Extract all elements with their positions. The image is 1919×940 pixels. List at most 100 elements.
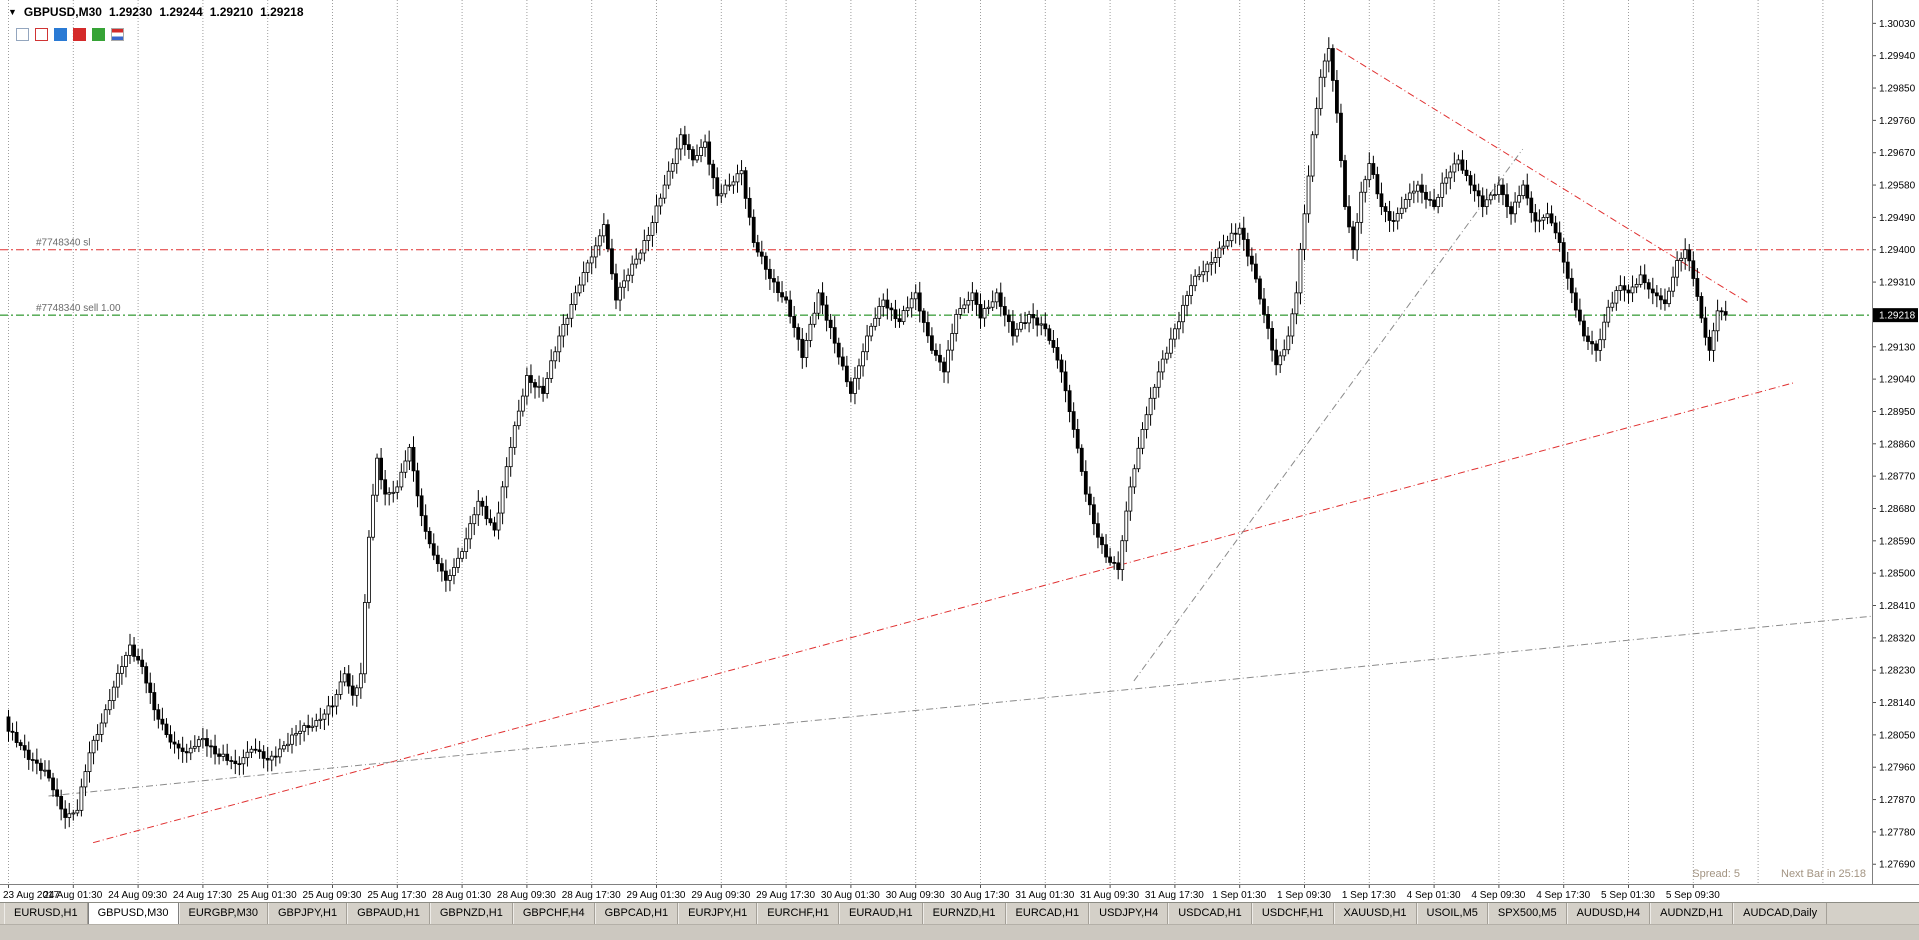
chart-tab-gbpusd-m30[interactable]: GBPUSD,M30 xyxy=(87,903,179,924)
price-axis-label: 1.29400 xyxy=(1879,245,1916,256)
chart-tab-usoil-m5[interactable]: USOIL,M5 xyxy=(1416,903,1488,924)
next-bar-countdown: Next Bar in 25:18 xyxy=(1781,868,1866,880)
time-axis-label: 1 Sep 17:30 xyxy=(1342,890,1396,901)
chart-tab-gbpchf-h4[interactable]: GBPCHF,H4 xyxy=(512,903,595,924)
chart-tab-usdchf-h1[interactable]: USDCHF,H1 xyxy=(1251,903,1334,924)
price-axis-label: 1.28410 xyxy=(1879,601,1916,612)
candlestick-series xyxy=(6,37,1728,829)
price-axis-label: 1.29760 xyxy=(1879,116,1916,127)
time-axis-label: 25 Aug 17:30 xyxy=(367,890,426,901)
time-axis-label: 1 Sep 09:30 xyxy=(1277,890,1331,901)
bar-high-value: 1.29244 xyxy=(159,5,203,19)
gray-shallow-trendline[interactable] xyxy=(48,615,1872,797)
time-axis-label: 30 Aug 09:30 xyxy=(886,890,945,901)
price-axis-label: 1.28140 xyxy=(1879,698,1916,709)
time-axis-label: 1 Sep 01:30 xyxy=(1212,890,1266,901)
spread-label: Spread: 5 xyxy=(1692,868,1740,880)
chart-tab-eurchf-h1[interactable]: EURCHF,H1 xyxy=(757,903,840,924)
chart-tab-gbpjpy-h1[interactable]: GBPJPY,H1 xyxy=(268,903,348,924)
chart-tab-xauusd-h1[interactable]: XAUUSD,H1 xyxy=(1333,903,1417,924)
price-axis-label: 1.29850 xyxy=(1879,84,1916,95)
time-axis-label: 31 Aug 09:30 xyxy=(1080,890,1139,901)
time-axis-label: 29 Aug 09:30 xyxy=(691,890,750,901)
time-axis-label: 5 Sep 09:30 xyxy=(1666,890,1720,901)
price-axis-label: 1.28050 xyxy=(1879,730,1916,741)
stop-loss-line-label: #7748340 sl xyxy=(36,238,91,249)
chart-tab-eurnzd-h1[interactable]: EURNZD,H1 xyxy=(922,903,1006,924)
chart-tab-audnzd-h1[interactable]: AUDNZD,H1 xyxy=(1650,903,1734,924)
price-axis-label: 1.28860 xyxy=(1879,439,1916,450)
swatch-red-outline-button[interactable] xyxy=(35,28,48,41)
chart-tab-eurjpy-h1[interactable]: EURJPY,H1 xyxy=(678,903,758,924)
time-axis-label: 25 Aug 01:30 xyxy=(238,890,297,901)
current-price-box xyxy=(1873,308,1918,323)
price-axis-label: 1.28680 xyxy=(1879,504,1916,515)
time-axis-label: 28 Aug 01:30 xyxy=(432,890,491,901)
price-axis-label: 1.28770 xyxy=(1879,472,1916,483)
chart-tab-eurusd-h1[interactable]: EURUSD,H1 xyxy=(4,903,88,924)
chart-tab-gbpaud-h1[interactable]: GBPAUD,H1 xyxy=(347,903,430,924)
descending-resistance-line[interactable] xyxy=(1336,48,1750,305)
price-axis-label: 1.28500 xyxy=(1879,569,1916,580)
chart-tab-eurcad-h1[interactable]: EURCAD,H1 xyxy=(1005,903,1090,924)
time-axis-label: 29 Aug 01:30 xyxy=(627,890,686,901)
time-axis-label: 23 Aug 2017 xyxy=(3,890,60,901)
open-position-line-label: #7748340 sell 1.00 xyxy=(36,303,121,314)
swatch-red-button[interactable] xyxy=(73,28,86,41)
price-axis-label: 1.27780 xyxy=(1879,827,1916,838)
chart-background xyxy=(0,0,1919,902)
price-axis-label: 1.29940 xyxy=(1879,51,1916,62)
grid-lines xyxy=(8,0,1824,884)
gray-steep-trendline[interactable] xyxy=(1133,148,1524,682)
time-axis-label: 5 Sep 01:30 xyxy=(1601,890,1655,901)
time-axis-label: 24 Aug 17:30 xyxy=(173,890,232,901)
swatch-green-button[interactable] xyxy=(92,28,105,41)
price-axis-label: 1.29670 xyxy=(1879,148,1916,159)
window-bottom-strip xyxy=(0,924,1919,940)
time-axis-label: 4 Sep 09:30 xyxy=(1471,890,1525,901)
price-axis-label: 1.27690 xyxy=(1879,860,1916,871)
time-axis-label: 4 Sep 17:30 xyxy=(1536,890,1590,901)
time-axis-label: 25 Aug 09:30 xyxy=(303,890,362,901)
price-axis-label: 1.28590 xyxy=(1879,536,1916,547)
swatch-white-outline-button[interactable] xyxy=(16,28,29,41)
chart-tab-audcad-daily[interactable]: AUDCAD,Daily xyxy=(1733,903,1828,924)
chart-tab-audusd-h4[interactable]: AUDUSD,H4 xyxy=(1566,903,1651,924)
time-axis-label: 24 Aug 09:30 xyxy=(108,890,167,901)
time-axis-label: 24 Aug 01:30 xyxy=(43,890,102,901)
chart-header: ▼ GBPUSD,M30 1.29230 1.29244 1.29210 1.2… xyxy=(8,5,304,19)
price-axis-label: 1.30030 xyxy=(1879,19,1916,30)
swatch-blue-button[interactable] xyxy=(54,28,67,41)
swatch-flag-button[interactable] xyxy=(111,28,124,41)
trend-lines xyxy=(48,48,1872,844)
chart-tab-usdjpy-h4[interactable]: USDJPY,H4 xyxy=(1089,903,1169,924)
bar-close-value: 1.29218 xyxy=(260,5,304,19)
time-axis-label: 28 Aug 09:30 xyxy=(497,890,556,901)
time-axis-label: 29 Aug 17:30 xyxy=(756,890,815,901)
price-axis-label: 1.29580 xyxy=(1879,181,1916,192)
chart-tab-gbpnzd-h1[interactable]: GBPNZD,H1 xyxy=(429,903,513,924)
price-axis-label: 1.29310 xyxy=(1879,278,1916,289)
chart-tab-eurgbp-m30[interactable]: EURGBP,M30 xyxy=(178,903,268,924)
chart-tab-usdcad-h1[interactable]: USDCAD,H1 xyxy=(1168,903,1252,924)
time-axis-label: 31 Aug 01:30 xyxy=(1015,890,1074,901)
time-axis-label: 30 Aug 01:30 xyxy=(821,890,880,901)
chart-tab-euraud-h1[interactable]: EURAUD,H1 xyxy=(839,903,923,924)
price-axis-label: 1.29040 xyxy=(1879,375,1916,386)
price-axis-label: 1.27870 xyxy=(1879,795,1916,806)
one-click-trading-arrow-icon[interactable]: ▼ xyxy=(8,7,17,17)
bar-open-value: 1.29230 xyxy=(108,5,153,19)
chart-tab-gbpcad-h1[interactable]: GBPCAD,H1 xyxy=(594,903,679,924)
chart-tab-spx500-m5[interactable]: SPX500,M5 xyxy=(1487,903,1567,924)
time-axis-label: 30 Aug 17:30 xyxy=(951,890,1010,901)
candlestick-chart[interactable]: #7748340 sl #7748340 sell 1.00 1.30030 1.29… xyxy=(0,0,1919,902)
time-axis-label: 28 Aug 17:30 xyxy=(562,890,621,901)
price-axis-label: 1.29130 xyxy=(1879,342,1916,353)
price-axis-label: 1.28950 xyxy=(1879,407,1916,418)
time-axis-label: 4 Sep 01:30 xyxy=(1407,890,1461,901)
time-axis-label: 31 Aug 17:30 xyxy=(1145,890,1204,901)
symbol-tab-bar: EURUSD,H1 GBPUSD,M30 EURGBP,M30 GBPJPY,H1 GB… xyxy=(0,902,1919,924)
price-axis-label: 1.28230 xyxy=(1879,666,1916,677)
